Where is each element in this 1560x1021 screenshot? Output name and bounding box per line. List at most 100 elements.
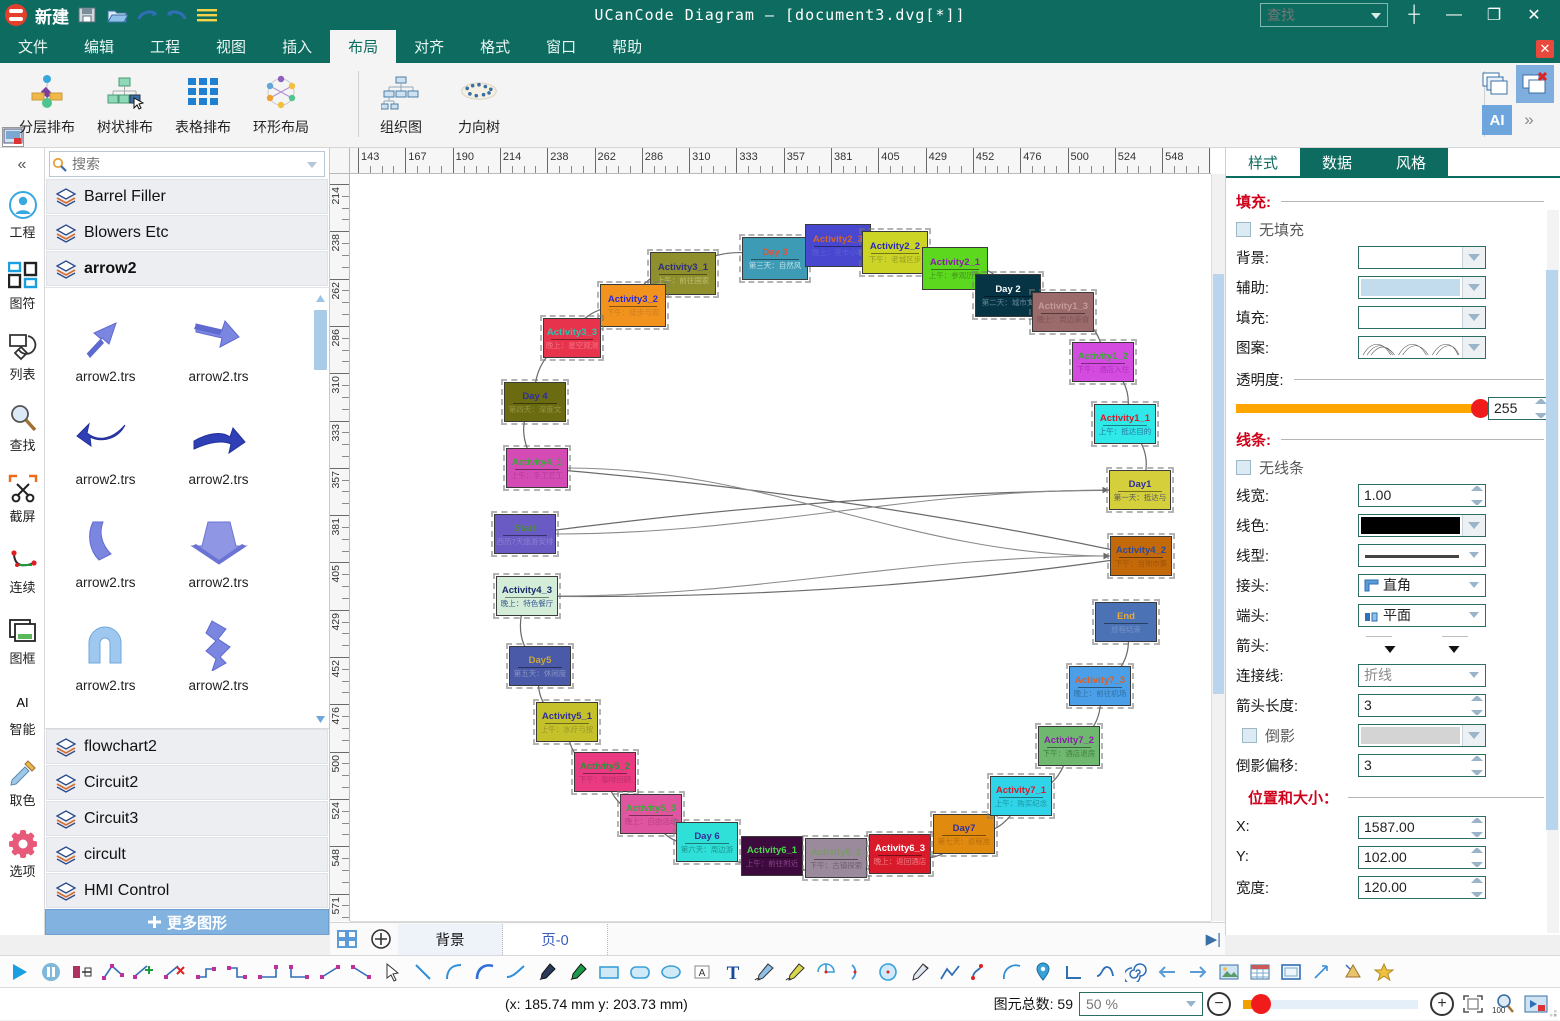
pointer-icon[interactable] (376, 957, 407, 987)
diagram-canvas[interactable]: Day 3 第三天：自然风 Activity2_3 晚上：夜市小吃 Activity2_… (350, 174, 1211, 921)
diagram-node-Activity1_1[interactable]: Activity1_1 上午：抵达目的 (1091, 401, 1159, 447)
ribbon-button-力向树[interactable]: 力向树 (440, 65, 518, 143)
collapse-panel-button[interactable]: « (17, 156, 27, 173)
rail-item-取色[interactable]: 取色 (0, 748, 44, 819)
menu-item-3[interactable]: 视图 (216, 39, 247, 56)
pin-window-button[interactable]: ┼ (1408, 6, 1420, 23)
shape-item[interactable]: arrow2.trs (162, 294, 275, 397)
arc-icon[interactable] (438, 957, 469, 987)
shape-category-HMI Control[interactable]: HMI Control (46, 873, 328, 908)
menu-item-9[interactable]: 帮助 (612, 39, 643, 56)
diagram-node-Activity2_3[interactable]: Activity2_3 晚上：夜市小吃 (805, 224, 871, 267)
maximize-button[interactable]: ❐ (1486, 7, 1502, 24)
shape-item[interactable]: arrow2.trs (49, 294, 162, 397)
shape-grid-scrollbar-thumb[interactable] (314, 310, 327, 370)
miter-joint-icon-field[interactable]: 直角 (1358, 573, 1486, 597)
resize-grip[interactable] (1546, 1006, 1558, 1018)
shape-item[interactable]: arrow2.trs (49, 500, 162, 603)
shape-category-arrow2[interactable]: arrow2 (46, 251, 328, 286)
properties-scroll-thumb[interactable] (1546, 270, 1558, 830)
shape-item[interactable]: arrow2.trs (162, 500, 275, 603)
table-icon[interactable] (1244, 957, 1275, 987)
segment3-icon[interactable] (252, 957, 283, 987)
delete-node-icon[interactable] (159, 957, 190, 987)
select-dropdown[interactable] (1462, 665, 1485, 686)
arc3-icon[interactable] (996, 957, 1027, 987)
diagram-node-Activity1_3[interactable]: Activity1_3 晚上：周边美食 (1029, 289, 1097, 335)
menu-item-8[interactable]: 窗口 (546, 39, 577, 56)
textbox-icon[interactable]: A (686, 957, 717, 987)
diagram-node-Activity4_1[interactable]: Activity4_1 上午：手工艺工 (503, 445, 571, 491)
image-icon[interactable] (1213, 957, 1244, 987)
corner-icon[interactable] (1058, 957, 1089, 987)
rail-item-连续[interactable]: 连续 (0, 535, 44, 606)
ai-assistant-button[interactable]: AI (1482, 105, 1512, 135)
properties-tab-风格[interactable]: 风格 (1374, 148, 1449, 176)
diagram-node-Activity2_2[interactable]: Activity2_2 下午：老城区步 (859, 228, 931, 277)
menu-item-7[interactable]: 格式 (480, 39, 511, 56)
add-page-icon[interactable] (364, 924, 398, 955)
menu-item-4[interactable]: 插入 (282, 39, 313, 56)
ellipse-icon[interactable] (655, 957, 686, 987)
cascade-windows-icon[interactable] (1476, 65, 1514, 103)
diagram-node-Day3[interactable]: Day 3 第三天：自然风 (739, 234, 811, 283)
open-icon[interactable] (105, 3, 129, 27)
page-tab-页-0[interactable]: 页-0 (503, 923, 608, 955)
menu-item-0[interactable]: 文件 (18, 39, 49, 56)
diagram-node-Day2[interactable]: Day 2 第二天：城市文 (972, 271, 1044, 320)
arc2-icon[interactable] (841, 957, 872, 987)
menu-item-1[interactable]: 编辑 (84, 39, 115, 56)
spin-buttons[interactable] (1471, 877, 1483, 897)
menu-item-5[interactable]: 布局 (330, 30, 397, 63)
rail-item-截屏[interactable]: 截屏 (0, 464, 44, 535)
redo-icon[interactable] (165, 3, 189, 27)
opacity-value-field[interactable]: 255 (1488, 396, 1550, 420)
arrow-start-dropdown[interactable] (1383, 642, 1397, 657)
shadow-color-dropdown[interactable] (1462, 724, 1485, 746)
polyline-icon[interactable] (934, 957, 965, 987)
diagram-node-Activity6_3[interactable]: Activity6_3 晚上：返回酒店 (866, 831, 934, 877)
text-icon[interactable]: T (717, 957, 748, 987)
shape-category-Blowers Etc[interactable]: Blowers Etc (46, 215, 328, 250)
diagram-node-Start[interactable]: Start 西历7天旅游安排 (491, 511, 559, 557)
curve-icon[interactable] (469, 957, 500, 987)
connector-icon[interactable] (965, 957, 996, 987)
pen-green-icon[interactable] (562, 957, 593, 987)
shadow-offset-spinner[interactable] (1471, 755, 1483, 775)
line-style-field[interactable] (1358, 543, 1486, 567)
stop-record-icon[interactable] (66, 957, 97, 987)
group-icon[interactable] (1337, 957, 1368, 987)
diagram-node-Day7[interactable]: Day7 第七天：返程准 (930, 811, 998, 857)
fit-to-window-icon[interactable] (1458, 994, 1488, 1014)
diagram-node-Activity3_2[interactable]: Activity3_2 下午：徒步与观 (597, 281, 669, 330)
rail-item-列表[interactable]: 列表 (0, 322, 44, 393)
pattern-dropdown[interactable] (1462, 336, 1485, 358)
spin-field[interactable]: 1587.00 (1358, 815, 1486, 839)
circle-icon[interactable] (872, 957, 903, 987)
rail-item-选项[interactable]: 选项 (0, 819, 44, 890)
pin-icon[interactable] (1027, 957, 1058, 987)
global-search-input[interactable] (1260, 3, 1388, 27)
zoom-out-button[interactable]: − (1207, 992, 1231, 1016)
play-icon[interactable] (4, 957, 35, 987)
ribbon-button-组织图[interactable]: 组织图 (362, 65, 440, 143)
diagram-node-Activity5_2[interactable]: Activity5_2 下午：咖啡回顾 (571, 749, 639, 795)
spin-buttons[interactable] (1471, 847, 1483, 867)
color-dropdown[interactable] (1462, 514, 1485, 536)
path-icon[interactable] (1089, 957, 1120, 987)
rail-item-图符[interactable]: 图符 (0, 251, 44, 322)
spin-buttons[interactable] (1471, 485, 1483, 505)
color-dropdown[interactable] (1462, 306, 1485, 328)
pen-blue-icon[interactable] (748, 957, 779, 987)
diagram-node-Activity6_2[interactable]: Activity6_2 下午：古镇探索 (802, 835, 870, 881)
bezier-icon[interactable] (500, 957, 531, 987)
diagram-node-Activity1_2[interactable]: Activity1_2 下午：酒店入住 (1069, 339, 1137, 385)
diagram-node-Day4[interactable]: Day 4 第四天：深度文 (501, 379, 569, 425)
diagram-node-Activity5_1[interactable]: Activity5_1 上午：水疗与按 (533, 699, 601, 745)
segment2-icon[interactable] (221, 957, 252, 987)
diagram-node-Day1[interactable]: Day1 第一天：抵达与 (1106, 467, 1174, 513)
shape-category-Circuit2[interactable]: Circuit2 (46, 765, 328, 800)
diagram-node-Activity7_1[interactable]: Activity7_1 上午：购买纪念 (987, 773, 1055, 819)
diagram-node-Activity4_3[interactable]: Activity4_3 晚上：特色餐厅 (493, 573, 561, 619)
save-icon[interactable] (75, 3, 99, 27)
